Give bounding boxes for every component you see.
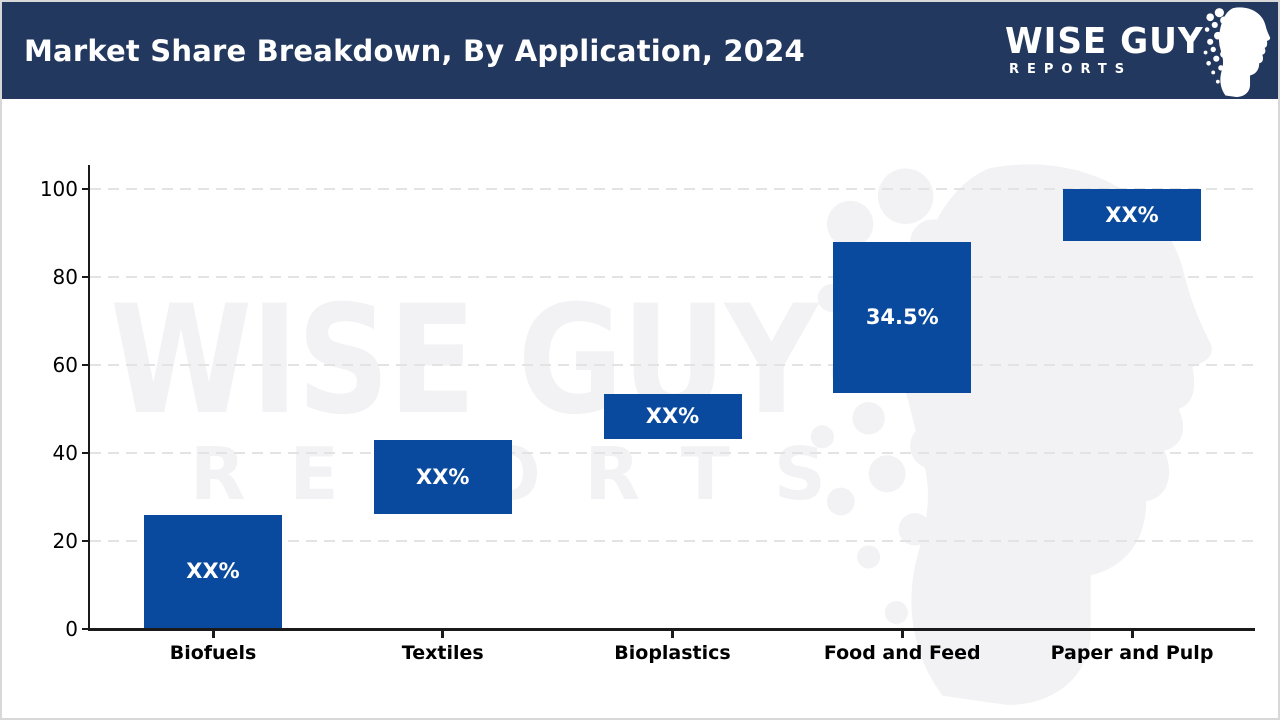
category-label-food-and-feed: Food and Feed	[823, 642, 981, 664]
bar-food-and-feed: 34.5%	[833, 241, 972, 393]
logo-face-dots-icon	[1203, 6, 1271, 97]
page-title: Market Share Breakdown, By Application, …	[24, 33, 805, 68]
y-tick-label-0: 0	[65, 617, 78, 641]
x-tick-bioplastics	[671, 631, 674, 638]
y-tick-40	[82, 452, 88, 454]
x-tick-textiles	[441, 631, 445, 638]
gridline-60	[90, 364, 1255, 366]
bar-label-paper-and-pulp: XX%	[1105, 202, 1159, 227]
logo-wiseguy-label: WISE GUY	[1004, 21, 1204, 62]
x-tick-biofuels	[211, 631, 215, 638]
x-axis-line	[88, 628, 1255, 631]
bar-label-textiles: XX%	[416, 464, 470, 489]
logo-text: WISE GUY REPORTS	[1004, 21, 1214, 78]
y-tick-label-40: 40	[52, 441, 78, 465]
y-tick-label-80: 80	[52, 265, 78, 289]
category-label-bioplastics: Bioplastics	[614, 642, 731, 664]
y-axis-line	[88, 165, 90, 631]
gridline-20	[90, 540, 1255, 542]
x-tick-food-and-feed	[900, 631, 904, 638]
x-tick-paper-and-pulp	[1130, 631, 1134, 638]
bar-bioplastics: XX%	[603, 393, 742, 439]
y-tick-20	[82, 540, 88, 542]
y-tick-100	[82, 188, 88, 190]
chart-plot-area: 0 20 40 60 80 100 XX% Biofuels XX% Textiles XX% Bio…	[2, 99, 1278, 718]
logo-reports-label: REPORTS	[1008, 62, 1133, 77]
bar-biofuels: XX%	[144, 514, 282, 628]
bar-label-biofuels: XX%	[186, 559, 240, 584]
bar-paper-and-pulp: XX%	[1063, 189, 1201, 241]
gridline-100	[90, 188, 1255, 190]
bar-label-food-and-feed: 34.5%	[865, 305, 939, 330]
y-tick-80	[82, 276, 88, 278]
category-label-biofuels: Biofuels	[169, 642, 257, 664]
category-label-paper-and-pulp: Paper and Pulp	[1050, 642, 1214, 664]
y-tick-label-100: 100	[39, 177, 78, 201]
header-bar: Market Share Breakdown, By Application, …	[2, 2, 1278, 99]
gridline-40	[90, 452, 1255, 454]
y-tick-60	[82, 364, 88, 366]
y-tick-label-20: 20	[52, 529, 78, 553]
y-tick-label-60: 60	[52, 353, 78, 377]
category-label-textiles: Textiles	[401, 642, 484, 664]
bar-label-bioplastics: XX%	[645, 404, 700, 429]
gridline-80	[90, 276, 1255, 278]
wise-guy-logo: WISE GUY REPORTS	[1004, 5, 1278, 97]
bar-textiles: XX%	[373, 439, 512, 514]
y-tick-0	[82, 628, 88, 630]
